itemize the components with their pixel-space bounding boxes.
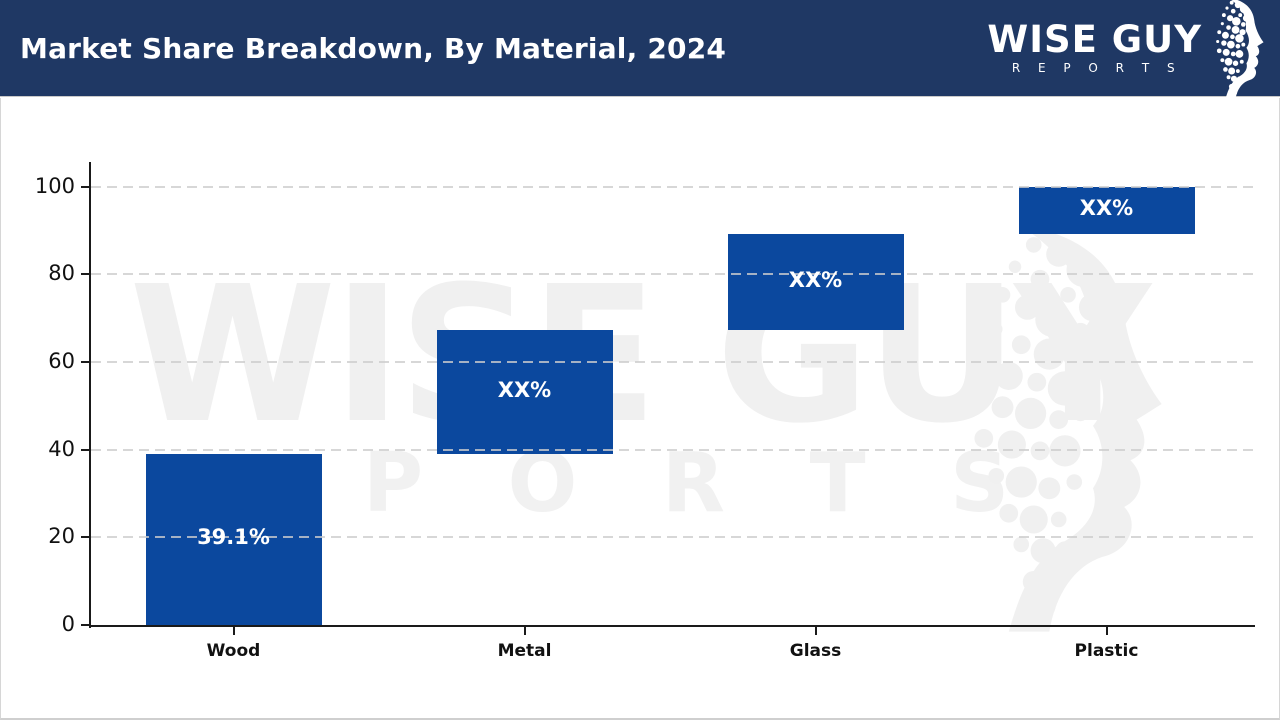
bar-wood [145, 453, 322, 625]
gridline [91, 185, 1255, 188]
x-tick-mark [232, 627, 235, 635]
x-category-label-metal: Metal [497, 641, 552, 661]
bar-metal [436, 330, 613, 454]
header-bar: Market Share Breakdown, By Material, 202… [0, 0, 1280, 97]
bar-value-label: XX% [1079, 196, 1134, 221]
brand-logo: WISE GUY R E P O R T S [987, 0, 1280, 99]
y-tick-label: 100 [34, 173, 75, 198]
y-tick-label: 40 [48, 436, 75, 461]
brand-name: WISE GUY [987, 18, 1202, 61]
page-title: Market Share Breakdown, By Material, 202… [20, 31, 727, 65]
y-tick-mark [81, 273, 89, 276]
y-tick-mark [81, 536, 89, 539]
bar-value-label: XX% [497, 377, 552, 402]
y-axis-spine [89, 162, 91, 628]
x-tick-mark [814, 627, 817, 635]
gridline [91, 361, 1255, 363]
y-tick-mark [81, 361, 89, 363]
bar-value-label: XX% [788, 268, 843, 292]
y-tick-label: 20 [48, 524, 75, 549]
plot-region: 0 20 40 60 80 100 39.1% Wood XX% Metal XX% Glass XX%… [1, 98, 1279, 718]
x-category-label-plastic: Plastic [1074, 641, 1139, 661]
y-tick-label: 0 [61, 612, 75, 636]
gridline [91, 536, 1255, 539]
x-tick-mark [1105, 627, 1108, 635]
y-tick-label: 80 [48, 261, 75, 286]
y-tick-label: 60 [48, 349, 75, 373]
y-tick-mark [81, 185, 89, 188]
gridline [91, 448, 1255, 451]
bar-value-label: 39.1% [197, 525, 270, 550]
x-axis-spine [89, 625, 1255, 627]
brand-subtitle: R E P O R T S [1011, 61, 1182, 75]
chart-area: WISE GUY P O R T S 0 20 40 60 80 100 39.1% Wood… [0, 98, 1280, 720]
x-category-label-glass: Glass [789, 641, 842, 661]
y-tick-mark [81, 624, 89, 626]
y-tick-mark [81, 448, 89, 451]
bar-plastic [1018, 186, 1195, 234]
brand-logo-text: WISE GUY R E P O R T S [987, 21, 1202, 75]
x-tick-mark [523, 627, 526, 635]
gridline [91, 273, 1255, 276]
bar-glass [727, 234, 904, 330]
x-category-label-wood: Wood [206, 641, 261, 661]
